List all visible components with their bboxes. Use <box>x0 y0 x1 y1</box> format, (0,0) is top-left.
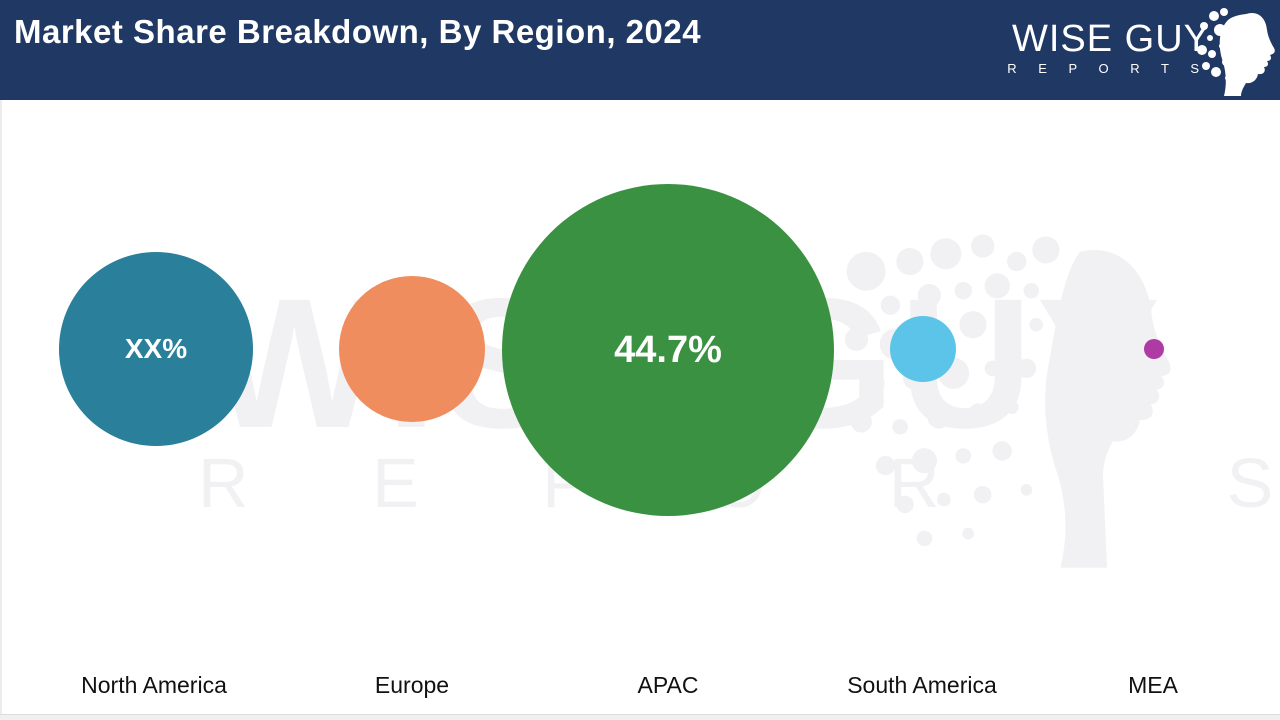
brand-subtext: R E P O R T S <box>1007 61 1208 76</box>
wise-guy-head-icon <box>1196 6 1276 101</box>
bubble-mea <box>1144 339 1164 359</box>
brand-logo: WISE GUY R E P O R T S <box>1007 0 1280 101</box>
bubble-apac: 44.7% <box>502 184 834 516</box>
bubble-value-label: 44.7% <box>614 328 722 371</box>
page-title: Market Share Breakdown, By Region, 2024 <box>14 13 702 50</box>
bubble-north-america: XX% <box>59 252 253 446</box>
bubble-south-america <box>890 316 956 382</box>
brand-wordmark: WISE GUY R E P O R T S <box>1007 6 1210 76</box>
header-bar: Market Share Breakdown, By Region, 2024 … <box>0 0 1280 100</box>
category-label-north-america: North America <box>81 672 227 698</box>
bubble-europe <box>339 276 485 422</box>
bubble-chart: WISE GUY R E P O R T S XX%44.7% North Am… <box>0 100 1280 720</box>
brand-name: WISE GUY <box>1011 18 1210 60</box>
category-label-apac: APAC <box>637 672 699 698</box>
watermark-head-icon <box>837 230 1177 575</box>
category-label-south-america: South America <box>847 672 997 698</box>
category-label-mea: MEA <box>1128 672 1178 698</box>
bottom-axis-strip <box>0 714 1280 720</box>
category-label-europe: Europe <box>374 672 450 698</box>
bubble-value-label: XX% <box>124 333 188 364</box>
